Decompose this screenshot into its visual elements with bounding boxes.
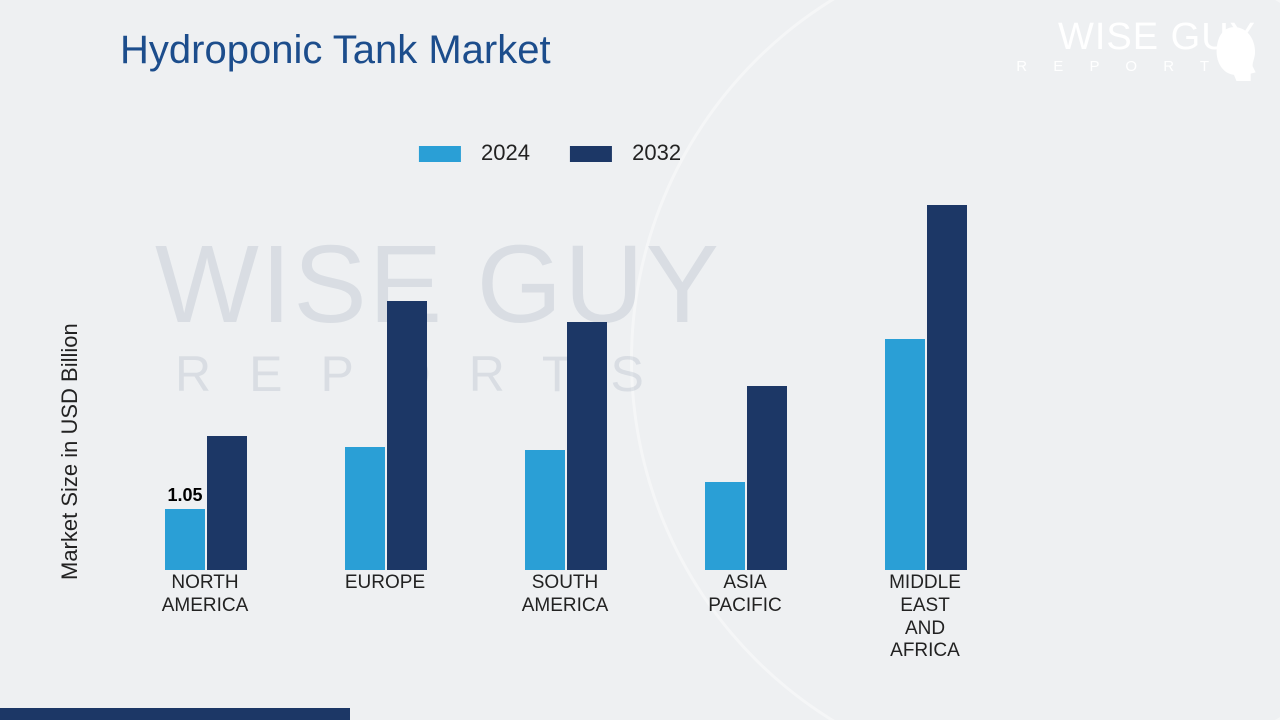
legend-swatch-2032 — [570, 146, 612, 162]
bar-2024 — [345, 447, 385, 570]
bottom-accent-bar — [0, 708, 350, 720]
bar-value-label: 1.05 — [167, 485, 202, 506]
bar-2032 — [567, 322, 607, 570]
x-axis-label: EUROPE — [310, 572, 460, 595]
bar-2024 — [705, 482, 745, 570]
head-silhouette-icon — [1198, 24, 1260, 86]
x-axis-label: ASIA PACIFIC — [670, 572, 820, 618]
bar-2032 — [747, 386, 787, 570]
legend: 2024 2032 — [419, 140, 681, 166]
x-axis-label: NORTH AMERICA — [130, 572, 280, 618]
legend-label-2032: 2032 — [632, 140, 681, 165]
logo: WISE GUY R E P O R T S — [986, 18, 1256, 75]
legend-label-2024: 2024 — [481, 140, 530, 165]
bar-2032 — [207, 436, 247, 570]
x-axis-label: SOUTH AMERICA — [490, 572, 640, 618]
page-root: WISE GUY R E P O R T S Hydroponic Tank M… — [0, 0, 1280, 720]
x-axis-label: MIDDLE EAST AND AFRICA — [850, 572, 1000, 663]
chart-area: Market Size in USD Billion 2024 2032 1.0… — [60, 140, 1040, 700]
legend-item-2032: 2032 — [570, 140, 681, 166]
bar-2032 — [927, 205, 967, 570]
bar-2024: 1.05 — [165, 509, 205, 570]
y-axis-label: Market Size in USD Billion — [57, 410, 83, 430]
plot-area: 1.05 — [130, 190, 1040, 570]
bar-2032 — [387, 301, 427, 570]
bar-2024 — [525, 450, 565, 570]
bar-2024 — [885, 339, 925, 570]
legend-swatch-2024 — [419, 146, 461, 162]
chart-title: Hydroponic Tank Market — [120, 28, 551, 73]
legend-item-2024: 2024 — [419, 140, 530, 166]
